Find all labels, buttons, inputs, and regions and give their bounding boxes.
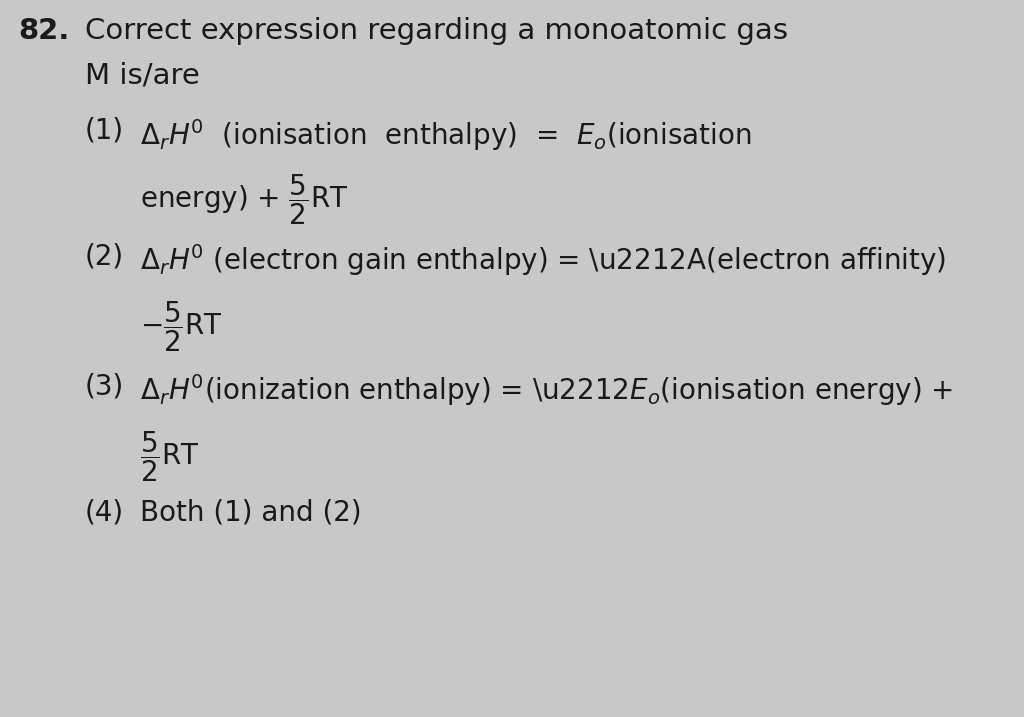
Text: $-\dfrac{5}{2}$RT: $-\dfrac{5}{2}$RT — [140, 299, 222, 353]
Text: energy) + $\dfrac{5}{2}$RT: energy) + $\dfrac{5}{2}$RT — [140, 172, 348, 227]
Text: 82.: 82. — [18, 17, 70, 45]
Text: $\Delta_r H^0$  (ionisation  enthalpy)  =  $E_o$(ionisation: $\Delta_r H^0$ (ionisation enthalpy) = $… — [140, 117, 752, 153]
Text: Both (1) and (2): Both (1) and (2) — [140, 499, 361, 527]
Text: (1): (1) — [85, 117, 124, 145]
Text: $\dfrac{5}{2}$RT: $\dfrac{5}{2}$RT — [140, 429, 200, 484]
Text: $\Delta_r H^0$ (electron gain enthalpy) = \u2212A(electron affinity): $\Delta_r H^0$ (electron gain enthalpy) … — [140, 242, 946, 278]
Text: M is/are: M is/are — [85, 62, 200, 90]
Text: (3): (3) — [85, 372, 124, 400]
Text: (2): (2) — [85, 242, 124, 270]
Text: (4): (4) — [85, 499, 124, 527]
Text: Correct expression regarding a monoatomic gas: Correct expression regarding a monoatomi… — [85, 17, 788, 45]
Text: $\Delta_r H^0$(ionization enthalpy) = \u2212$E_o$(ionisation energy) +: $\Delta_r H^0$(ionization enthalpy) = \u… — [140, 372, 953, 408]
